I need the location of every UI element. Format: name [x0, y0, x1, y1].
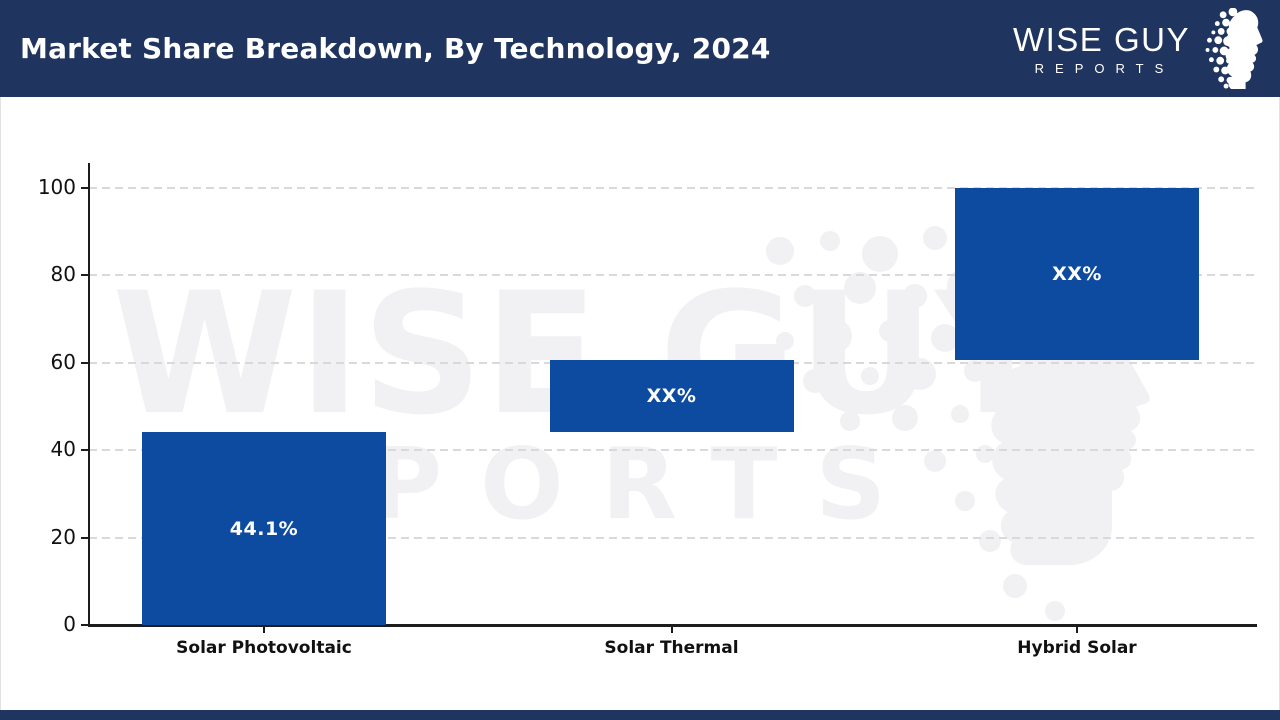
logo-wordmark: WISE GUY	[1012, 20, 1190, 58]
header-bar: Market Share Breakdown, By Technology, 2…	[0, 0, 1280, 97]
y-tick-label: 80	[50, 262, 76, 287]
y-tick-label: 40	[50, 437, 76, 462]
x-axis-tick	[670, 627, 673, 633]
logo-reports-text: REPORTS	[1034, 60, 1175, 76]
y-tick-label: 100	[37, 175, 76, 199]
y-axis-tick	[81, 624, 89, 626]
y-axis-line	[88, 163, 90, 627]
bar-value-label: XX%	[646, 385, 697, 408]
y-axis-tick	[81, 536, 89, 539]
bar-segment: XX%	[549, 360, 794, 433]
bar-value-label: XX%	[1052, 263, 1102, 286]
gridline	[89, 274, 1257, 277]
category-label: Solar Photovoltaic	[176, 638, 352, 658]
bar-segment: 44.1%	[142, 432, 386, 625]
wiseguy-logo: WISE GUY REPORTS	[1012, 7, 1266, 90]
gridline	[89, 536, 1257, 539]
gridline	[89, 187, 1257, 189]
y-tick-label: 20	[50, 524, 76, 549]
bar-segment: XX%	[955, 188, 1199, 361]
y-axis-tick	[81, 274, 89, 277]
x-axis-tick	[1076, 627, 1078, 633]
category-label: Solar Thermal	[604, 638, 739, 658]
y-axis-tick	[81, 361, 89, 364]
bar-value-label: 44.1%	[229, 517, 299, 540]
y-tick-label: 0	[63, 612, 76, 636]
y-tick-label: 60	[50, 349, 76, 374]
footer-bar	[0, 710, 1280, 720]
page-title: Market Share Breakdown, By Technology, 2…	[20, 32, 771, 65]
left-border	[0, 97, 1, 710]
y-axis-tick	[81, 449, 89, 452]
gridline	[89, 449, 1257, 452]
x-axis-tick	[263, 627, 265, 633]
x-axis-line	[88, 624, 1257, 627]
wiseguy-head-logo-icon	[1205, 7, 1263, 89]
y-axis-tick	[81, 187, 89, 189]
category-label: Hybrid Solar	[1017, 638, 1137, 658]
